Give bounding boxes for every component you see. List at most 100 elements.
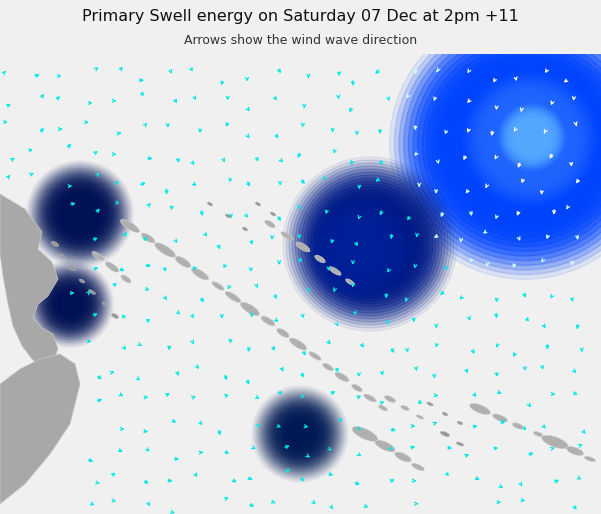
Circle shape xyxy=(318,207,402,291)
Ellipse shape xyxy=(315,255,325,263)
Circle shape xyxy=(45,179,115,249)
Ellipse shape xyxy=(442,412,448,416)
Circle shape xyxy=(298,432,302,436)
Circle shape xyxy=(52,187,108,242)
Circle shape xyxy=(502,121,548,168)
Circle shape xyxy=(276,411,323,457)
Circle shape xyxy=(289,163,451,325)
Circle shape xyxy=(450,69,600,218)
Circle shape xyxy=(54,188,106,240)
Circle shape xyxy=(290,424,310,444)
Ellipse shape xyxy=(242,227,248,231)
Circle shape xyxy=(510,115,554,159)
Circle shape xyxy=(295,169,445,319)
Circle shape xyxy=(331,219,389,279)
Circle shape xyxy=(292,166,448,322)
Circle shape xyxy=(311,199,409,299)
Circle shape xyxy=(495,104,565,174)
Circle shape xyxy=(322,196,418,292)
Circle shape xyxy=(329,218,391,280)
Circle shape xyxy=(355,244,365,254)
Ellipse shape xyxy=(412,463,424,471)
Text: Arrows show the wind wave direction: Arrows show the wind wave direction xyxy=(184,34,417,47)
Circle shape xyxy=(67,201,93,227)
Circle shape xyxy=(351,240,369,258)
Circle shape xyxy=(32,167,127,262)
Ellipse shape xyxy=(175,256,191,268)
Circle shape xyxy=(467,76,593,202)
Circle shape xyxy=(62,196,99,232)
Circle shape xyxy=(320,209,400,289)
Circle shape xyxy=(307,181,433,307)
Circle shape xyxy=(43,177,117,251)
Text: Primary Swell energy on Saturday 07 Dec at 2pm +11: Primary Swell energy on Saturday 07 Dec … xyxy=(82,9,519,24)
Ellipse shape xyxy=(335,372,349,382)
Ellipse shape xyxy=(385,396,395,402)
Circle shape xyxy=(353,242,367,256)
Circle shape xyxy=(361,235,379,253)
Circle shape xyxy=(283,157,457,331)
Ellipse shape xyxy=(470,403,490,415)
Ellipse shape xyxy=(154,243,175,257)
Circle shape xyxy=(331,205,409,283)
Circle shape xyxy=(522,126,543,148)
Circle shape xyxy=(432,51,601,237)
Circle shape xyxy=(268,402,332,466)
Circle shape xyxy=(309,198,411,300)
Circle shape xyxy=(325,199,415,289)
Circle shape xyxy=(316,190,424,298)
Ellipse shape xyxy=(346,279,355,285)
Circle shape xyxy=(316,205,404,293)
Circle shape xyxy=(60,194,100,234)
Circle shape xyxy=(474,83,586,195)
Circle shape xyxy=(28,262,112,346)
Circle shape xyxy=(73,207,87,222)
Ellipse shape xyxy=(329,267,341,276)
Circle shape xyxy=(427,46,601,242)
Circle shape xyxy=(58,292,82,316)
Circle shape xyxy=(270,404,330,464)
Circle shape xyxy=(487,107,563,181)
Circle shape xyxy=(478,97,572,191)
Ellipse shape xyxy=(120,219,139,232)
Circle shape xyxy=(38,172,122,256)
Ellipse shape xyxy=(492,414,507,422)
Circle shape xyxy=(404,23,601,265)
Circle shape xyxy=(488,97,572,181)
Circle shape xyxy=(436,56,601,233)
Circle shape xyxy=(261,396,338,472)
Circle shape xyxy=(441,60,601,228)
Circle shape xyxy=(258,392,341,475)
Circle shape xyxy=(313,187,427,301)
Circle shape xyxy=(313,201,407,297)
Circle shape xyxy=(278,412,322,456)
Polygon shape xyxy=(0,354,80,504)
Circle shape xyxy=(53,287,87,321)
Circle shape xyxy=(483,93,577,186)
Circle shape xyxy=(501,105,564,169)
Ellipse shape xyxy=(379,405,388,411)
Circle shape xyxy=(46,280,94,328)
Circle shape xyxy=(509,118,551,160)
Circle shape xyxy=(469,78,591,199)
Circle shape xyxy=(36,170,124,258)
Circle shape xyxy=(67,301,73,307)
Circle shape xyxy=(56,190,104,238)
Circle shape xyxy=(356,245,364,253)
Circle shape xyxy=(531,136,533,138)
Circle shape xyxy=(47,181,113,247)
Circle shape xyxy=(498,103,566,171)
Circle shape xyxy=(298,172,442,316)
Circle shape xyxy=(516,135,534,153)
Circle shape xyxy=(64,298,76,310)
Circle shape xyxy=(257,391,343,478)
Circle shape xyxy=(332,222,388,277)
Circle shape xyxy=(423,41,601,247)
Circle shape xyxy=(37,271,103,337)
Circle shape xyxy=(483,102,567,186)
Circle shape xyxy=(355,229,385,259)
Circle shape xyxy=(29,264,111,344)
Circle shape xyxy=(334,208,406,280)
Ellipse shape xyxy=(401,406,409,411)
Circle shape xyxy=(516,125,544,153)
